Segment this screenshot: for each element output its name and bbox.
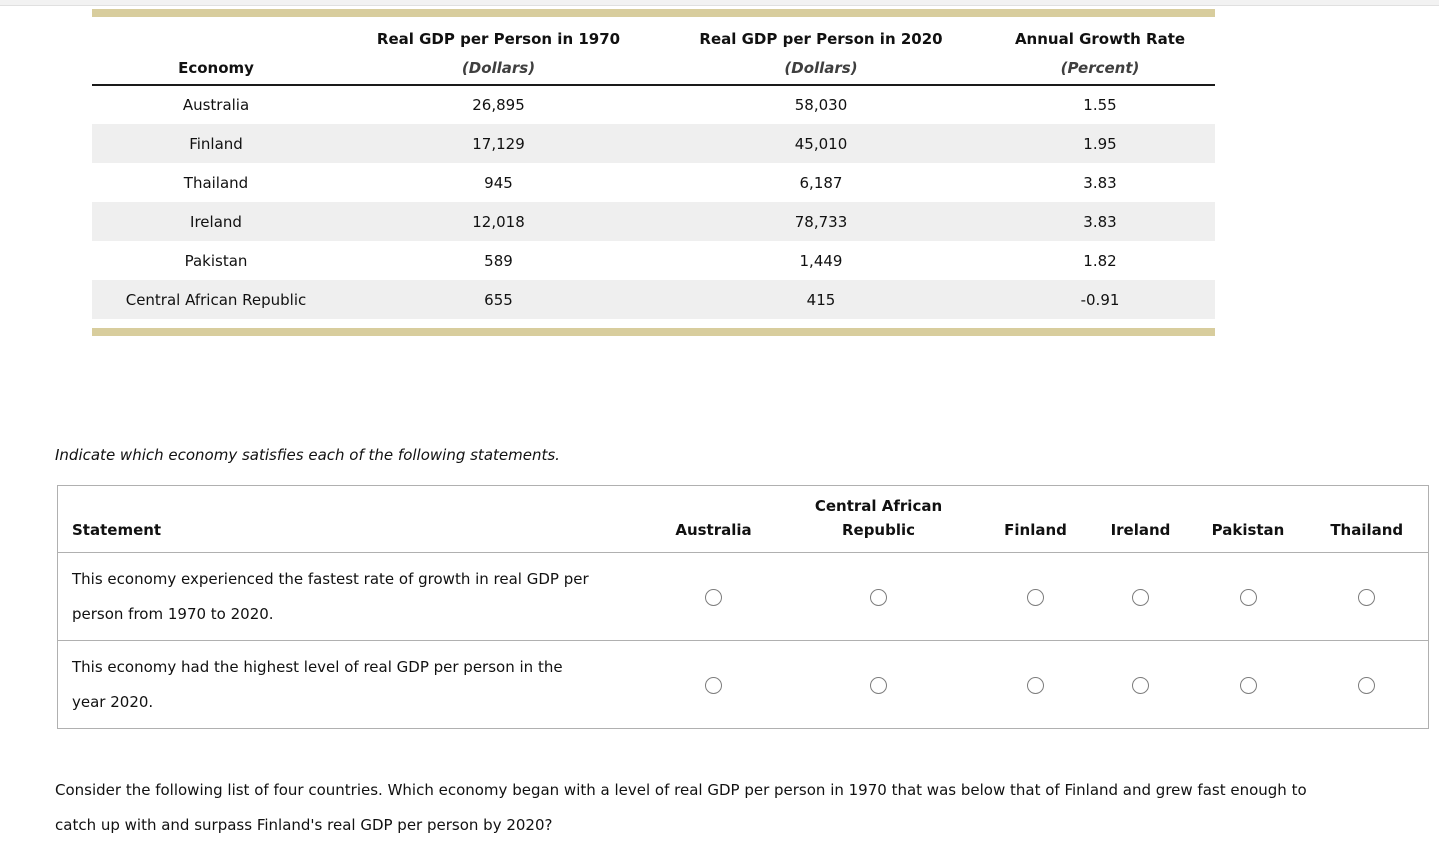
radio-cell: [1191, 641, 1306, 729]
economy-column-header: Economy: [92, 17, 340, 86]
gdp-1970-units: (Dollars): [461, 59, 536, 77]
gdp-row-pakistan: Pakistan 589 1,449 1.82: [92, 241, 1215, 280]
gdp-1970-cell: 945: [484, 173, 513, 192]
gdp-2020-cell: 78,733: [794, 212, 848, 231]
growth-rate-title: Annual Growth Rate: [1014, 30, 1186, 48]
radio-cell: [1091, 641, 1191, 729]
gdp-row-ireland: Ireland 12,018 78,733 3.83: [92, 202, 1215, 241]
option-header-finland: Finland: [980, 485, 1091, 553]
instruction-text: Indicate which economy satisfies each of…: [55, 446, 560, 464]
radio-cell: [1306, 553, 1429, 641]
radio-row1-australia[interactable]: [705, 589, 722, 606]
growth-rate-cell: 1.95: [1083, 134, 1117, 153]
growth-rate-cell: 1.82: [1083, 251, 1117, 270]
top-toolbar-edge: [0, 0, 1439, 6]
gdp-row-australia: Australia 26,895 58,030 1.55: [92, 85, 1215, 124]
gdp-2020-cell: 415: [806, 290, 836, 309]
growth-rate-cell: 3.83: [1083, 173, 1117, 192]
option-header-ireland: Ireland: [1090, 485, 1191, 553]
growth-rate-cell: -0.91: [1080, 290, 1120, 309]
economy-cell: Finland: [189, 134, 243, 153]
option-header-pakistan: Pakistan: [1190, 485, 1306, 553]
economy-cell: Australia: [182, 96, 250, 114]
question-text: Consider the following list of four coun…: [55, 781, 1307, 834]
gdp-1970-cell: 26,895: [472, 96, 525, 114]
statement-text: This economy had the highest level of re…: [72, 657, 563, 711]
statement-row-2: This economy had the highest level of re…: [57, 641, 1429, 729]
gdp-2020-units: (Dollars): [784, 59, 858, 77]
gdp-1970-column-header: Real GDP per Person in 1970 (Dollars): [340, 17, 657, 86]
radio-row2-ireland[interactable]: [1132, 677, 1149, 694]
gdp-1970-cell: 655: [484, 290, 513, 309]
growth-rate-units: (Percent): [1060, 59, 1140, 77]
gdp-header-row: Economy Real GDP per Person in 1970 (Dol…: [92, 17, 1215, 86]
radio-row2-australia[interactable]: [705, 677, 722, 694]
gdp-1970-cell: 589: [484, 251, 513, 270]
growth-rate-column-header: Annual Growth Rate (Percent): [985, 17, 1215, 86]
statements-table: Statement Australia Central African Repub…: [57, 485, 1429, 729]
gdp-row-finland: Finland 17,129 45,010 1.95: [92, 124, 1215, 163]
economy-cell: Ireland: [190, 212, 242, 231]
radio-cell: [651, 641, 777, 729]
growth-rate-cell: 1.55: [1083, 96, 1117, 114]
gdp-table: Economy Real GDP per Person in 1970 (Dol…: [92, 17, 1215, 319]
radio-cell: [1091, 553, 1191, 641]
radio-cell: [981, 553, 1091, 641]
radio-cell: [777, 641, 981, 729]
statement-column-header: Statement: [57, 485, 651, 553]
radio-row1-pakistan[interactable]: [1239, 589, 1257, 606]
option-header-thailand: Thailand: [1305, 485, 1429, 553]
growth-rate-cell: 3.83: [1083, 212, 1117, 231]
radio-row2-finland[interactable]: [1027, 677, 1044, 694]
statements-header-row: Statement Australia Central African Repub…: [57, 485, 1429, 553]
gdp-2020-cell: 6,187: [799, 173, 843, 192]
radio-row2-pakistan[interactable]: [1239, 677, 1257, 694]
radio-row2-thailand[interactable]: [1358, 677, 1376, 694]
gdp-2020-cell: 1,449: [799, 251, 843, 270]
economy-cell: Central African Republic: [125, 290, 307, 309]
statement-row-1: This economy experienced the fastest rat…: [57, 553, 1429, 641]
economy-label: Economy: [178, 59, 254, 77]
table-top-accent-bar: [92, 9, 1215, 17]
economy-cell: Thailand: [183, 173, 249, 192]
statements-section: Statement Australia Central African Repub…: [57, 485, 1429, 729]
radio-row2-central-african-republic[interactable]: [870, 677, 887, 694]
table-bottom-accent-bar: [92, 328, 1215, 336]
gdp-1970-title: Real GDP per Person in 1970: [376, 30, 621, 48]
radio-row1-thailand[interactable]: [1358, 589, 1376, 606]
radio-row1-finland[interactable]: [1027, 589, 1044, 606]
gdp-row-central-african-republic: Central African Republic 655 415 -0.91: [92, 280, 1215, 319]
gdp-2020-cell: 58,030: [794, 96, 848, 114]
radio-row1-central-african-republic[interactable]: [870, 589, 887, 606]
radio-row1-ireland[interactable]: [1132, 589, 1149, 606]
gdp-row-thailand: Thailand 945 6,187 3.83: [92, 163, 1215, 202]
gdp-table-body: Australia 26,895 58,030 1.55 Finland 17,129 45…: [92, 85, 1215, 319]
economy-cell: Pakistan: [184, 251, 248, 270]
radio-cell: [777, 553, 981, 641]
gdp-table-section: Economy Real GDP per Person in 1970 (Dol…: [92, 9, 1215, 336]
radio-cell: [651, 553, 777, 641]
table-bottom-gap: [92, 319, 1215, 328]
statement-text: This economy experienced the fastest rat…: [72, 569, 589, 623]
radio-cell: [1306, 641, 1429, 729]
statements-table-body: This economy experienced the fastest rat…: [57, 553, 1429, 729]
option-header-central-african-republic: Central African Republic: [776, 485, 981, 553]
gdp-2020-column-header: Real GDP per Person in 2020 (Dollars): [657, 17, 985, 86]
radio-cell: [1191, 553, 1306, 641]
option-header-australia: Australia: [650, 485, 777, 553]
gdp-2020-cell: 45,010: [794, 134, 848, 153]
radio-cell: [981, 641, 1091, 729]
gdp-2020-title: Real GDP per Person in 2020: [699, 30, 943, 48]
gdp-1970-cell: 17,129: [472, 134, 525, 153]
gdp-1970-cell: 12,018: [472, 212, 525, 231]
